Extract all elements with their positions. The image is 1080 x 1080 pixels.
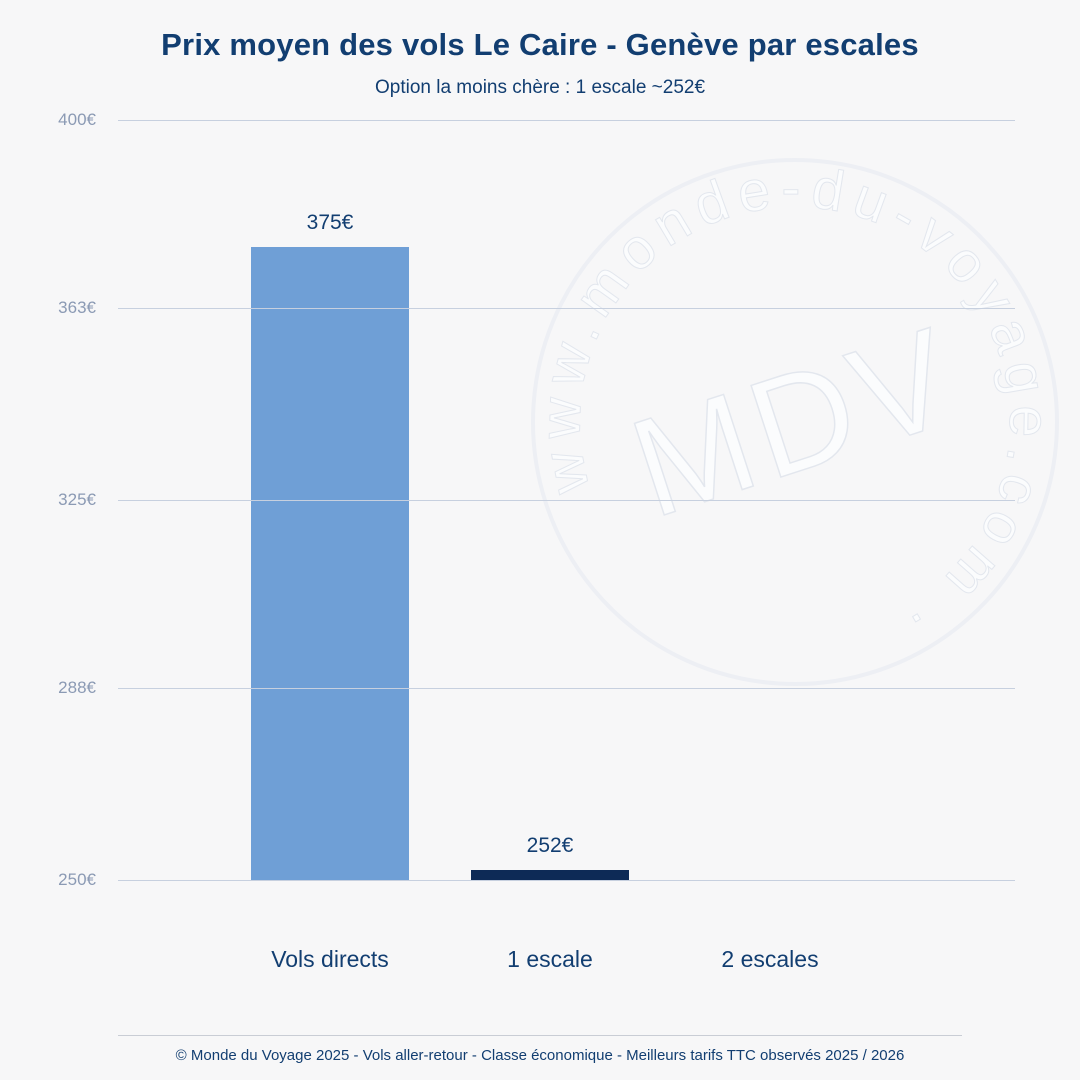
x-axis-labels: Vols directs 1 escale 2 escales <box>220 946 880 973</box>
x-axis-label: Vols directs <box>271 946 389 972</box>
x-axis-label: 2 escales <box>721 946 819 972</box>
gridline <box>118 500 1015 501</box>
y-tick-label: 325€ <box>58 490 96 509</box>
gridline <box>118 880 1015 881</box>
gridline <box>118 307 1015 309</box>
bars-group: 375€ 252€ <box>220 120 880 880</box>
gridline <box>118 120 1015 121</box>
bar-value-label: 252€ <box>526 833 574 857</box>
plot-area: 375€ 252€ <box>118 120 1015 881</box>
x-axis-label: 1 escale <box>507 946 593 972</box>
y-tick-label: 288€ <box>58 677 96 697</box>
bar-1-escale <box>471 869 629 880</box>
footer-divider <box>118 1035 962 1036</box>
chart-title: Prix moyen des vols Le Caire - Genève pa… <box>161 27 919 62</box>
bar-vols-directs <box>251 246 409 880</box>
bar-column: 252€ <box>440 120 660 880</box>
gridline <box>118 687 1015 689</box>
bar-column: 375€ <box>220 120 440 880</box>
chart-subtitle: Option la moins chère : 1 escale ~252€ <box>374 77 706 98</box>
y-tick-label: 400€ <box>58 110 96 129</box>
y-tick-label: 363€ <box>58 297 96 317</box>
y-tick-label: 250€ <box>58 870 96 889</box>
bar-value-label: 375€ <box>306 210 354 234</box>
footer-text: © Monde du Voyage 2025 - Vols aller-reto… <box>175 1047 905 1064</box>
y-axis: 400€ 363€ 325€ 288€ 250€ <box>0 110 106 889</box>
